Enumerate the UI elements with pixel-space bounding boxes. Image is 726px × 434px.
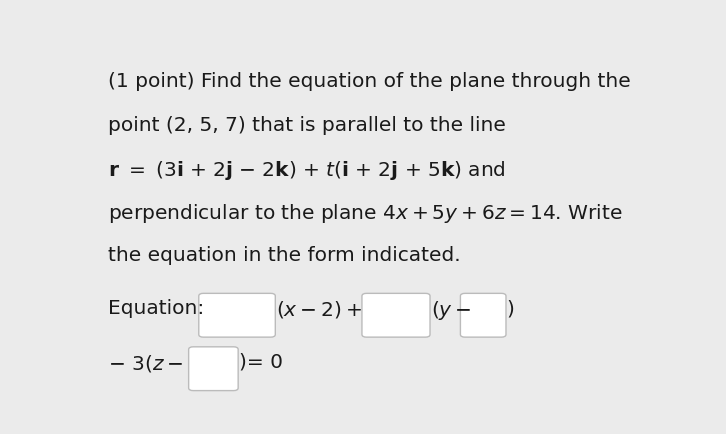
Text: $-\ 3(z-$: $-\ 3(z-$	[107, 353, 183, 374]
Text: Equation:: Equation:	[107, 299, 204, 319]
FancyBboxPatch shape	[362, 293, 430, 337]
FancyBboxPatch shape	[189, 347, 238, 391]
Text: (1 point) Find the equation of the plane through the: (1 point) Find the equation of the plane…	[107, 72, 630, 91]
FancyBboxPatch shape	[460, 293, 506, 337]
FancyBboxPatch shape	[199, 293, 275, 337]
Text: the equation in the form indicated.: the equation in the form indicated.	[107, 246, 460, 265]
Text: $\bf{r}$ $=$ (3$\bf{i}$ $+$ 2$\bf{j}$ $-$ 2$\bf{k}$) $+$ $t$($\bf{i}$ $+$ 2$\bf{: $\bf{r}$ $=$ (3$\bf{i}$ $+$ 2$\bf{j}$ $-…	[107, 159, 505, 182]
Text: ): )	[506, 299, 514, 319]
Text: point (2, 5, 7) that is parallel to the line: point (2, 5, 7) that is parallel to the …	[107, 115, 505, 135]
Text: $(y-$: $(y-$	[431, 299, 472, 322]
Text: $(x-2)+$: $(x-2)+$	[277, 299, 362, 320]
Text: )= 0: )= 0	[240, 353, 283, 372]
Text: perpendicular to the plane $4x + 5y + 6z = 14$. Write: perpendicular to the plane $4x + 5y + 6z…	[107, 202, 622, 225]
